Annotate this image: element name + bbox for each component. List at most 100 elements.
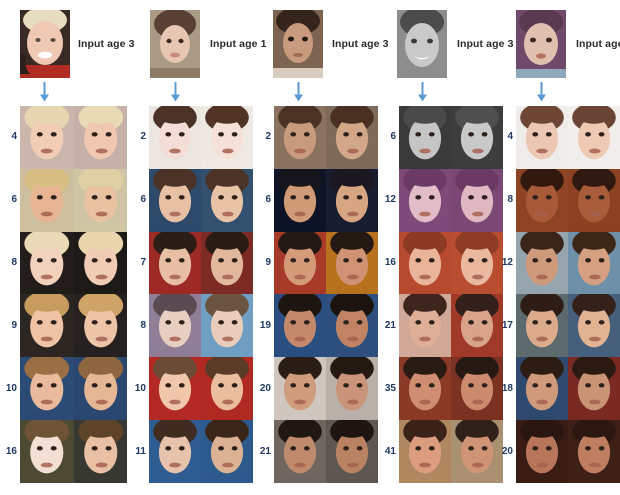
aged-face-cell-left xyxy=(516,357,568,421)
aging-row xyxy=(149,294,253,358)
aged-face-cell-right xyxy=(326,168,378,232)
age-label: 12 xyxy=(384,194,396,206)
age-label: 4 xyxy=(507,131,513,143)
face-image xyxy=(516,168,568,232)
age-label: 7 xyxy=(140,257,146,269)
aged-face-cell-left xyxy=(274,231,326,295)
face-image xyxy=(516,420,568,483)
face-image-2 xyxy=(150,10,200,78)
face-image xyxy=(568,294,620,358)
aging-row xyxy=(20,357,127,421)
face-image xyxy=(149,357,201,421)
input-age-caption-5: Input age 2 xyxy=(576,38,620,50)
face-image xyxy=(516,231,568,295)
face-image xyxy=(274,420,326,483)
age-label: 41 xyxy=(384,445,396,457)
face-image xyxy=(326,231,378,295)
aging-row xyxy=(274,420,378,483)
aged-face-cell-right xyxy=(73,168,127,232)
aging-grid-3 xyxy=(274,106,378,483)
aging-row xyxy=(274,357,378,421)
face-image xyxy=(451,168,503,232)
age-label: 18 xyxy=(501,382,513,394)
subject-column-3: Input age 3 2 6 9 19 20 21 xyxy=(260,0,395,495)
aging-grid-2 xyxy=(149,106,253,483)
aged-face-cell-left xyxy=(149,420,201,483)
age-label: 16 xyxy=(5,445,17,457)
down-arrow-icon-2 xyxy=(171,82,180,102)
face-image xyxy=(451,420,503,483)
aged-face-cell-left xyxy=(399,357,451,421)
face-image xyxy=(568,231,620,295)
aged-face-cell-right xyxy=(451,168,503,232)
face-image xyxy=(20,420,74,483)
aging-grid-5 xyxy=(516,106,620,483)
aging-row xyxy=(399,357,503,421)
face-image xyxy=(20,106,74,169)
aging-row xyxy=(20,106,127,169)
face-image-3 xyxy=(273,10,323,78)
age-label: 9 xyxy=(265,257,271,269)
face-image xyxy=(399,106,451,169)
aging-row xyxy=(149,231,253,295)
aging-row xyxy=(399,168,503,232)
aged-face-cell-left xyxy=(20,294,74,358)
face-image xyxy=(326,357,378,421)
age-label: 11 xyxy=(135,445,146,457)
age-label: 35 xyxy=(384,382,396,394)
face-image xyxy=(399,294,451,358)
aged-face-cell-right xyxy=(568,294,620,358)
face-image xyxy=(516,294,568,358)
age-label: 2 xyxy=(140,131,146,143)
aging-row xyxy=(149,357,253,421)
aging-row xyxy=(274,106,378,169)
face-image xyxy=(73,294,127,358)
aging-row xyxy=(149,168,253,232)
input-age-caption-2: Input age 1 xyxy=(210,38,267,50)
aging-row xyxy=(20,420,127,483)
aging-row xyxy=(274,231,378,295)
input-face-thumbnail-2 xyxy=(150,10,200,78)
aging-row xyxy=(20,231,127,295)
age-label: 21 xyxy=(259,445,271,457)
aged-face-cell-left xyxy=(20,106,74,169)
age-label: 4 xyxy=(11,131,17,143)
face-image xyxy=(201,420,253,483)
age-label: 8 xyxy=(140,319,146,331)
face-image xyxy=(73,231,127,295)
aged-face-cell-left xyxy=(516,420,568,483)
aged-face-cell-left xyxy=(20,168,74,232)
subject-column-1: Input age 3 4 6 8 9 10 16 xyxy=(0,0,145,495)
input-age-caption-1: Input age 3 xyxy=(78,38,135,50)
aged-face-cell-right xyxy=(326,420,378,483)
aged-face-cell-left xyxy=(274,168,326,232)
aged-face-cell-right xyxy=(326,231,378,295)
face-image xyxy=(73,106,127,169)
face-image xyxy=(274,231,326,295)
aging-row xyxy=(149,106,253,169)
face-image xyxy=(274,168,326,232)
aged-face-cell-right xyxy=(451,106,503,169)
age-label: 17 xyxy=(501,319,513,331)
age-label: 21 xyxy=(384,319,396,331)
aging-row xyxy=(20,168,127,232)
face-image xyxy=(568,168,620,232)
down-arrow-icon-4 xyxy=(418,82,427,102)
subject-column-4: Input age 3 6 12 16 21 35 41 xyxy=(385,0,520,495)
aged-face-cell-right xyxy=(201,168,253,232)
aged-face-cell-left xyxy=(20,357,74,421)
face-image-4 xyxy=(397,10,447,78)
age-label: 12 xyxy=(501,257,513,269)
aged-face-cell-left xyxy=(149,231,201,295)
face-image xyxy=(20,168,74,232)
face-image xyxy=(399,231,451,295)
face-image xyxy=(568,106,620,169)
down-arrow-icon-1 xyxy=(40,82,49,102)
face-image xyxy=(20,294,74,358)
aged-face-cell-right xyxy=(73,231,127,295)
aged-face-cell-right xyxy=(326,357,378,421)
age-label: 9 xyxy=(11,319,17,331)
aged-face-cell-left xyxy=(399,231,451,295)
aged-face-cell-right xyxy=(568,168,620,232)
aged-face-cell-left xyxy=(20,231,74,295)
